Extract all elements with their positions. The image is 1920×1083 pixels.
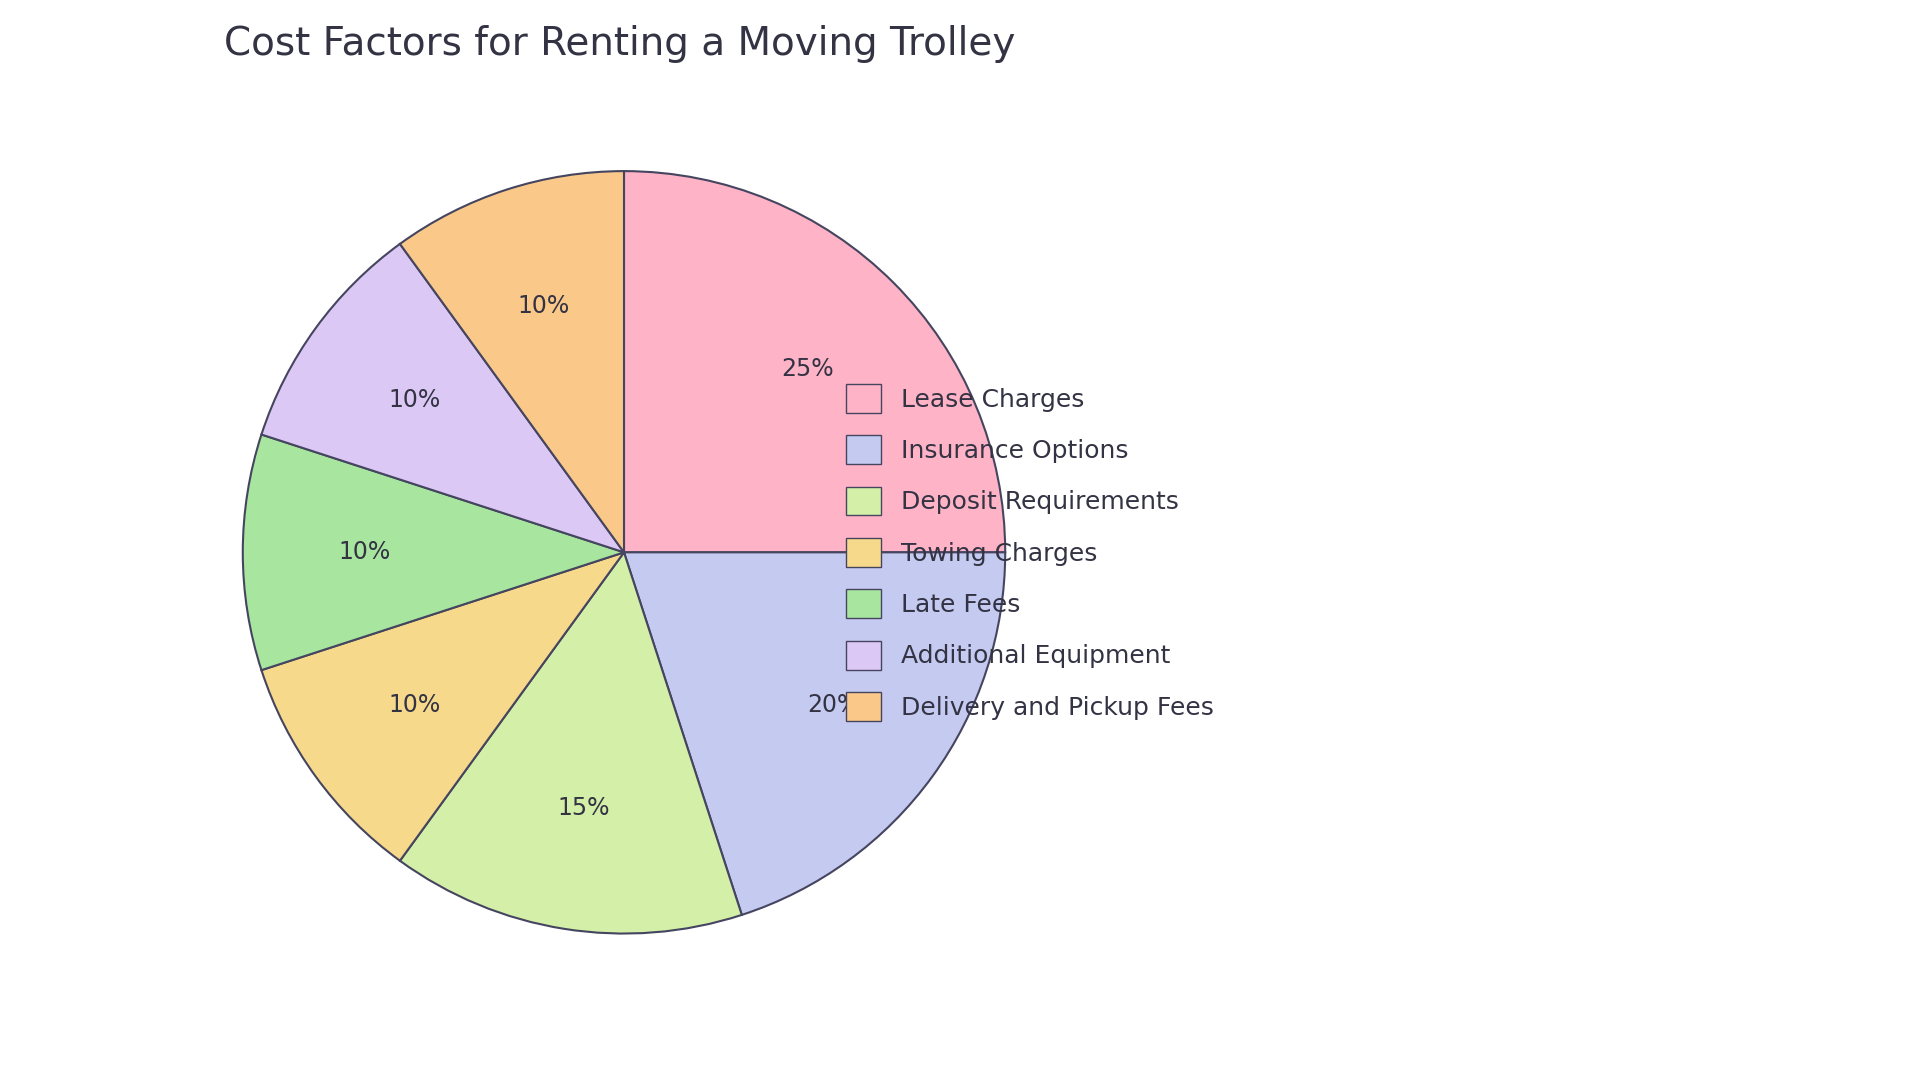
- Wedge shape: [399, 171, 624, 552]
- Text: 20%: 20%: [808, 693, 860, 717]
- Legend: Lease Charges, Insurance Options, Deposit Requirements, Towing Charges, Late Fee: Lease Charges, Insurance Options, Deposi…: [847, 383, 1213, 721]
- Text: 10%: 10%: [338, 540, 392, 564]
- Text: 10%: 10%: [388, 693, 440, 717]
- Text: 10%: 10%: [518, 293, 570, 317]
- Wedge shape: [261, 552, 624, 861]
- Wedge shape: [624, 552, 1006, 915]
- Text: 25%: 25%: [781, 357, 833, 381]
- Wedge shape: [261, 244, 624, 552]
- Text: 10%: 10%: [388, 388, 440, 412]
- Wedge shape: [624, 171, 1006, 552]
- Wedge shape: [399, 552, 741, 934]
- Text: Cost Factors for Renting a Moving Trolley: Cost Factors for Renting a Moving Trolle…: [225, 25, 1016, 63]
- Wedge shape: [242, 434, 624, 670]
- Text: 15%: 15%: [557, 796, 611, 820]
